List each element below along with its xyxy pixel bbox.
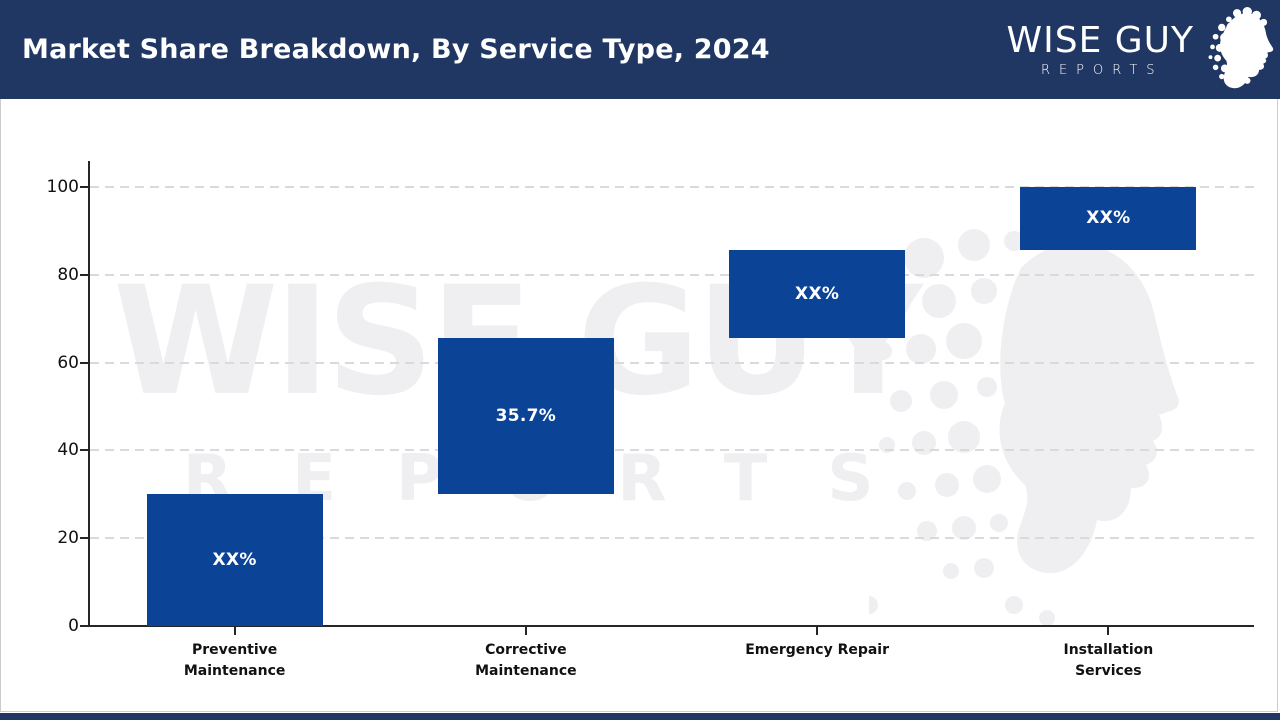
y-tick-label: 0 — [68, 616, 79, 636]
logo-head-icon — [1208, 6, 1274, 88]
chart-bar: XX% — [146, 494, 323, 626]
y-tick-label: 100 — [46, 177, 79, 197]
x-axis-line — [88, 625, 1254, 627]
brand-logo: WISE GUY REPORTS — [1007, 0, 1280, 99]
x-category-line: Maintenance — [475, 663, 577, 679]
brand-name: WISE GUY — [1006, 19, 1194, 61]
y-tick-mark — [80, 273, 88, 276]
page-title: Market Share Breakdown, By Service Type,… — [22, 34, 770, 65]
bar-value-label: XX% — [795, 283, 840, 304]
chart-bar: 35.7% — [437, 337, 614, 495]
y-tick-mark — [80, 537, 88, 540]
x-category-label: Preventive Maintenance — [85, 640, 385, 682]
x-category-line: Preventive — [191, 642, 278, 658]
x-category-label: Installation Services — [958, 640, 1258, 682]
x-category-label: Corrective Maintenance — [376, 640, 676, 682]
brand-subtitle: REPORTS — [1040, 62, 1164, 78]
chart-bar: XX% — [1020, 187, 1197, 250]
footer-bar — [0, 713, 1280, 720]
plot-area: 0 20 40 60 80 100 XX% Preventive Maintenance 35.7… — [1, 99, 1277, 711]
y-tick-mark — [80, 361, 88, 364]
x-category-line: Services — [1075, 663, 1142, 679]
y-tick-label: 80 — [57, 264, 79, 285]
gridline — [90, 186, 1254, 188]
y-tick-mark — [80, 449, 88, 452]
brand-logo-text: WISE GUY REPORTS — [1006, 19, 1195, 78]
bar-value-label: XX% — [212, 550, 257, 571]
gridline — [90, 449, 1254, 452]
x-tick-mark — [233, 627, 236, 635]
gridline — [90, 537, 1254, 540]
x-category-line: Maintenance — [183, 663, 286, 679]
y-tick-label: 20 — [57, 528, 79, 549]
x-category-label: Emergency Repair — [667, 640, 967, 661]
header-bar: Market Share Breakdown, By Service Type,… — [0, 0, 1280, 99]
x-tick-mark — [1107, 627, 1110, 635]
gridline — [90, 273, 1254, 276]
chart-bar: XX% — [729, 249, 906, 338]
y-tick-label: 60 — [57, 352, 79, 373]
bar-value-label: XX% — [1086, 208, 1131, 229]
x-category-line: Corrective — [485, 642, 567, 658]
x-category-line: Emergency Repair — [745, 642, 890, 658]
y-tick-mark — [80, 186, 88, 188]
bar-value-label: 35.7% — [495, 405, 557, 426]
y-tick-label: 40 — [57, 440, 79, 461]
gridline — [90, 361, 1254, 364]
x-tick-mark — [816, 627, 819, 635]
y-axis-line — [88, 161, 90, 627]
chart-canvas: WISE GUY REPORTS 020406080100XX%Preventi… — [0, 99, 1278, 712]
x-category-line: Installation — [1063, 642, 1154, 658]
x-tick-mark — [524, 627, 527, 635]
y-tick-mark — [80, 625, 88, 627]
